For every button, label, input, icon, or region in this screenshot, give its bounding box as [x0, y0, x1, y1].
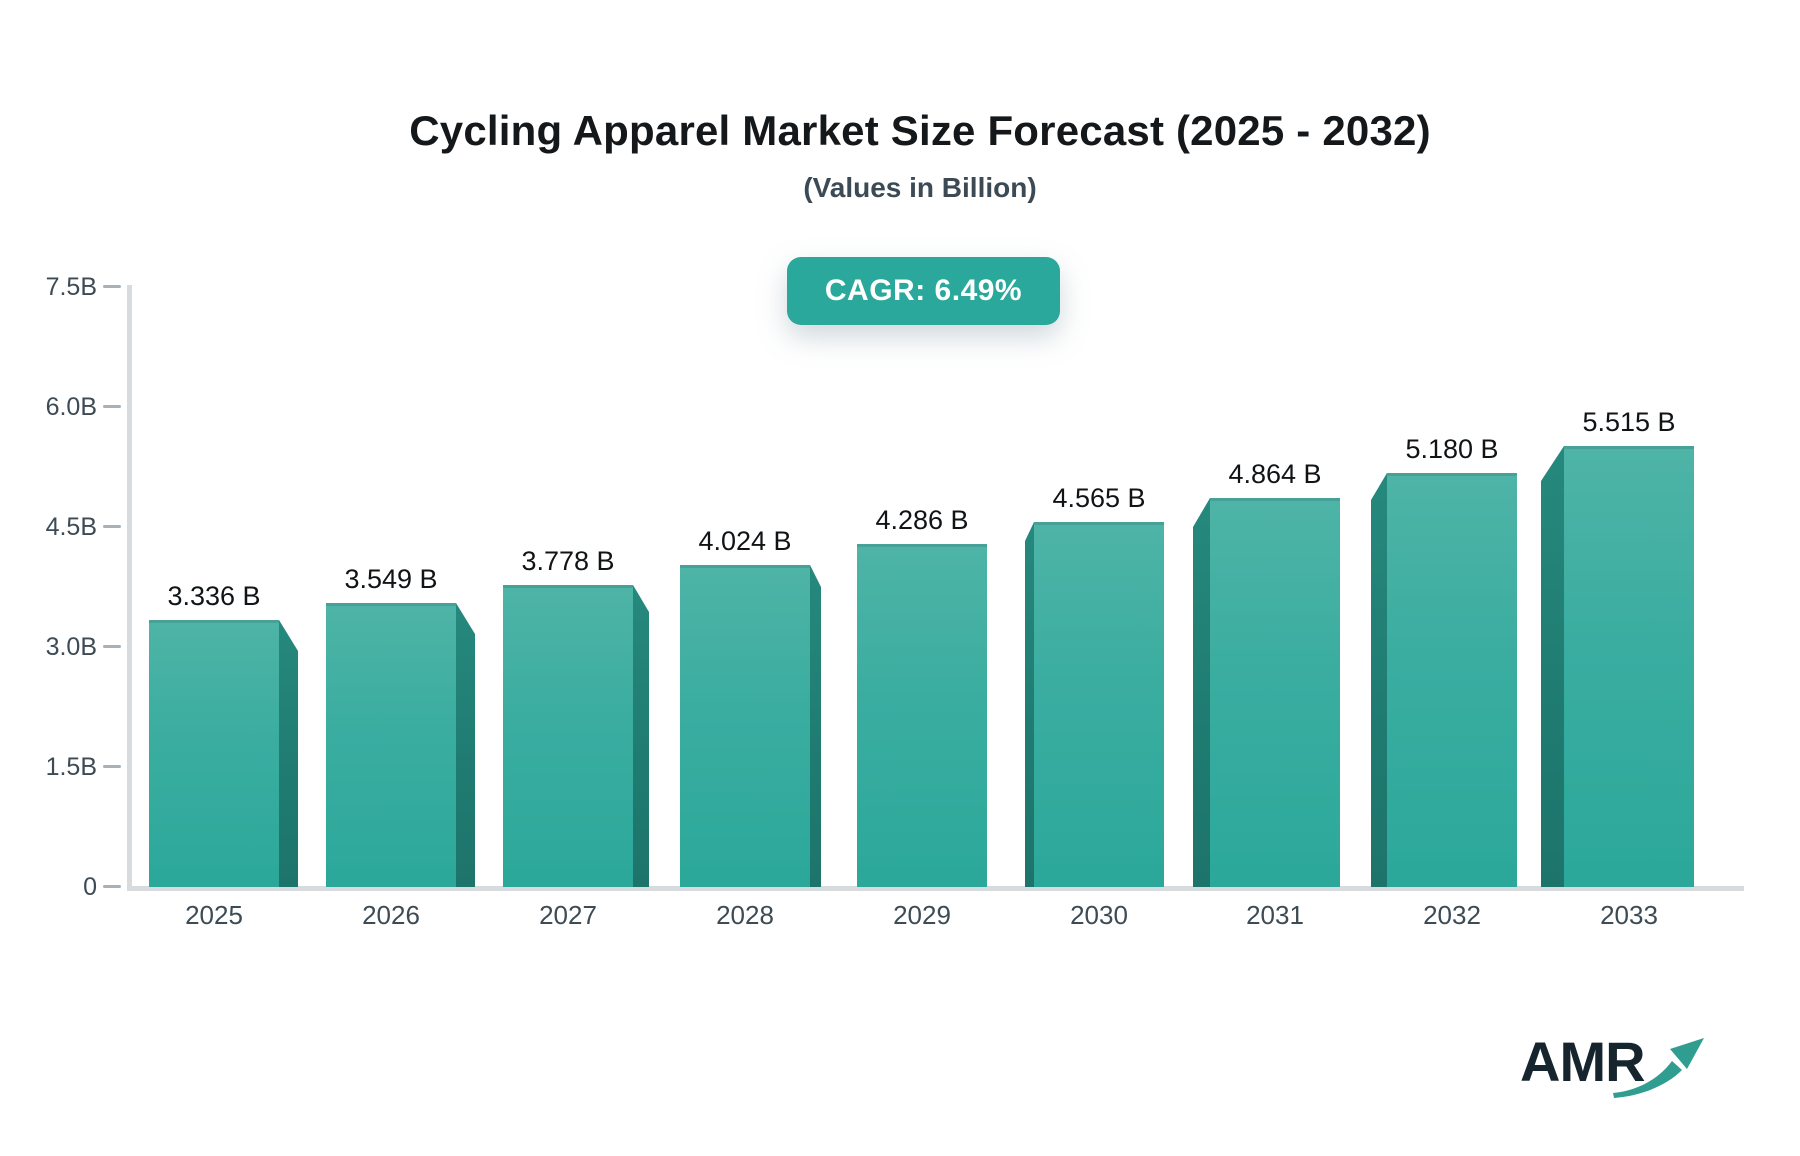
- x-axis-label: 2027: [539, 900, 597, 930]
- bar-2033: [1564, 446, 1694, 887]
- bar-2032: [1387, 473, 1517, 887]
- bar-value-label: 5.180 B: [1405, 434, 1499, 464]
- bar-3d-side: [810, 565, 821, 887]
- amr-logo-text: AMR: [1520, 1030, 1646, 1093]
- y-tick-label: 3.0B: [45, 633, 97, 661]
- bar-3d-side: [1025, 522, 1034, 887]
- chart-subtitle: (Values in Billion): [803, 172, 1037, 203]
- bar-value-label: 3.549 B: [344, 564, 438, 594]
- bar-value-label: 4.565 B: [1052, 483, 1146, 513]
- bar-2030: [1034, 522, 1164, 887]
- chart-header: Cycling Apparel Market Size Forecast (20…: [40, 106, 1800, 204]
- bar-value-label: 4.286 B: [875, 505, 969, 535]
- bar-2028: [680, 565, 810, 887]
- x-axis-label: 2031: [1246, 900, 1304, 930]
- bar-2026: [326, 603, 456, 887]
- bar-3d-side: [1371, 473, 1387, 887]
- chart-title: Cycling Apparel Market Size Forecast (20…: [409, 107, 1431, 154]
- bar-2031: [1210, 498, 1340, 887]
- bar-value-label: 3.336 B: [167, 581, 261, 611]
- x-axis-label: 2025: [185, 900, 243, 930]
- y-tick-label: 0: [83, 873, 97, 901]
- bar-3d-side: [1193, 498, 1210, 887]
- y-tick-mark: [103, 525, 121, 528]
- y-axis-line: [127, 285, 132, 888]
- bar-2025: [149, 620, 279, 887]
- bar-3d-side: [279, 620, 298, 887]
- y-tick-label: 4.5B: [45, 513, 97, 541]
- x-axis-label: 2032: [1423, 900, 1481, 930]
- bar-3d-side: [633, 585, 649, 887]
- y-tick-mark: [103, 885, 121, 888]
- y-tick-label: 7.5B: [45, 273, 97, 301]
- bar-3d-side: [456, 603, 475, 887]
- x-axis-label: 2033: [1600, 900, 1658, 930]
- bar-3d-side: [1541, 446, 1564, 887]
- x-axis-label: 2026: [362, 900, 420, 930]
- bar-2027: [503, 585, 633, 887]
- y-tick-mark: [103, 765, 121, 768]
- y-tick-mark: [103, 645, 121, 648]
- growth-arrow-icon: [1613, 1038, 1704, 1098]
- x-axis-label: 2030: [1070, 900, 1128, 930]
- bar-2029: [857, 544, 987, 887]
- amr-logo: AMR: [1520, 1032, 1710, 1102]
- y-tick-label: 6.0B: [45, 393, 97, 421]
- y-tick-mark: [103, 285, 121, 288]
- x-axis-label: 2028: [716, 900, 774, 930]
- y-tick-label: 1.5B: [45, 753, 97, 781]
- cagr-badge: CAGR: 6.49%: [787, 257, 1060, 325]
- y-tick-mark: [103, 405, 121, 408]
- x-axis-label: 2029: [893, 900, 951, 930]
- bar-value-label: 4.864 B: [1228, 459, 1322, 489]
- bar-value-label: 4.024 B: [698, 526, 792, 556]
- bar-value-label: 3.778 B: [521, 546, 615, 576]
- x-axis-baseline: [127, 886, 1744, 891]
- bar-value-label: 5.515 B: [1582, 407, 1676, 437]
